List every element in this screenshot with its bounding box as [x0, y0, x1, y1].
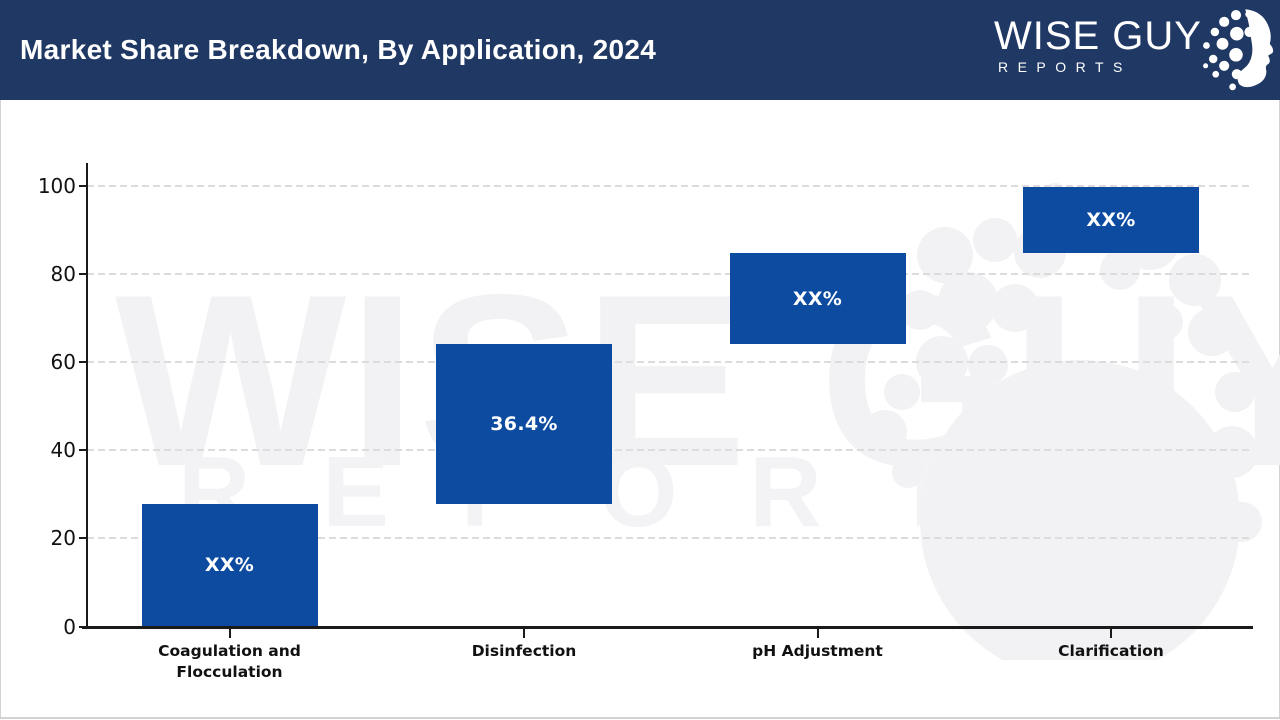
- page-title: Market Share Breakdown, By Application, …: [20, 34, 657, 65]
- brand-head-icon: [1203, 9, 1274, 91]
- category-label: pH Adjustment: [752, 641, 883, 660]
- y-axis-line: [86, 163, 88, 629]
- brand-name: WISE GUY: [993, 14, 1202, 58]
- y-tick-label: 100: [37, 174, 76, 198]
- bar-value-label: XX%: [1086, 208, 1136, 231]
- gridline-40: [87, 449, 1253, 452]
- gridline-80: [87, 273, 1253, 276]
- x-tick-mark: [228, 628, 231, 638]
- brand-subname: REPORTS: [997, 59, 1132, 75]
- y-tick-label: 40: [50, 438, 76, 463]
- y-tick-label: 80: [50, 262, 76, 287]
- bar-disinfection: 36.4%: [436, 344, 612, 505]
- bar-ph-adjustment: XX%: [729, 252, 906, 345]
- x-tick-mark: [523, 628, 525, 638]
- x-axis-line: [82, 625, 1253, 629]
- y-tick-label: 0: [63, 614, 76, 639]
- y-tick-mark: [79, 449, 87, 452]
- gridline-60: [87, 361, 1253, 364]
- bar-value-label: 36.4%: [490, 413, 558, 436]
- bar-clarification: XX%: [1023, 186, 1199, 253]
- x-tick-mark: [1110, 628, 1112, 638]
- header: Market Share Breakdown, By Application, …: [0, 0, 1280, 100]
- y-tick-label: 20: [50, 526, 76, 551]
- y-tick-mark: [79, 273, 87, 276]
- y-tick-mark: [79, 537, 87, 540]
- chart-plot-area: 0 20 40 60 80 100 XX% 36.4% XX% XX% Coagulation an…: [0, 100, 1280, 720]
- category-label: Disinfection: [471, 641, 577, 660]
- category-label: Clarification: [1058, 641, 1164, 660]
- x-tick-mark: [816, 628, 819, 638]
- gridline-20: [87, 537, 1253, 540]
- category-label: Coagulation and Flocculation: [158, 641, 301, 682]
- gridline-100: [87, 185, 1253, 187]
- y-tick-mark: [79, 361, 87, 364]
- y-tick-mark: [79, 185, 87, 187]
- brand-logo: WISE GUY REPORTS: [994, 0, 1280, 100]
- brand-logo-text: WISE GUY REPORTS: [994, 16, 1202, 75]
- bar-value-label: XX%: [204, 554, 255, 577]
- bar-value-label: XX%: [792, 287, 843, 310]
- y-tick-label: 60: [50, 350, 76, 375]
- bar-coagulation-and-flocculation: XX%: [141, 504, 318, 627]
